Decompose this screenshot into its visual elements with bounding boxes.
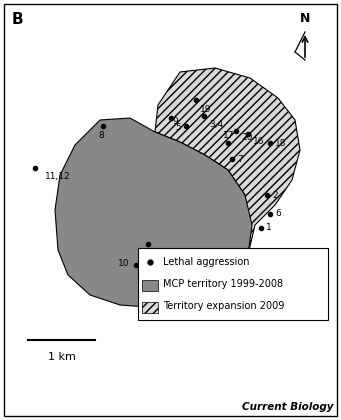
Text: 20: 20 bbox=[241, 134, 252, 142]
Text: B: B bbox=[12, 12, 24, 27]
Text: 13: 13 bbox=[167, 252, 178, 260]
Text: 1: 1 bbox=[266, 223, 272, 233]
Text: Current Biology: Current Biology bbox=[241, 402, 333, 412]
Polygon shape bbox=[55, 118, 252, 308]
Text: 21: 21 bbox=[160, 263, 172, 273]
Text: 15: 15 bbox=[143, 249, 154, 257]
Text: MCP territory 1999-2008: MCP territory 1999-2008 bbox=[163, 279, 283, 289]
Bar bbox=[142, 302, 158, 313]
Text: Lethal aggression: Lethal aggression bbox=[163, 257, 250, 267]
Text: 11,12: 11,12 bbox=[45, 171, 71, 181]
Text: 3,4: 3,4 bbox=[209, 120, 223, 129]
Text: 7: 7 bbox=[237, 155, 243, 163]
Text: 18: 18 bbox=[275, 139, 286, 147]
Bar bbox=[142, 280, 158, 291]
Text: 10: 10 bbox=[118, 258, 130, 268]
Text: N: N bbox=[300, 12, 310, 25]
Bar bbox=[138, 248, 328, 320]
Text: 6: 6 bbox=[275, 210, 281, 218]
Text: 14: 14 bbox=[157, 271, 168, 281]
Text: 17: 17 bbox=[223, 131, 235, 139]
Polygon shape bbox=[155, 68, 300, 255]
Text: 2: 2 bbox=[272, 191, 278, 200]
Text: 1 km: 1 km bbox=[48, 352, 76, 362]
Text: 8: 8 bbox=[98, 131, 104, 139]
Text: 5: 5 bbox=[175, 123, 181, 131]
Text: 19: 19 bbox=[200, 105, 211, 113]
Text: Territory expansion 2009: Territory expansion 2009 bbox=[163, 301, 284, 311]
Text: 9: 9 bbox=[172, 116, 178, 126]
Text: 16: 16 bbox=[253, 136, 265, 145]
